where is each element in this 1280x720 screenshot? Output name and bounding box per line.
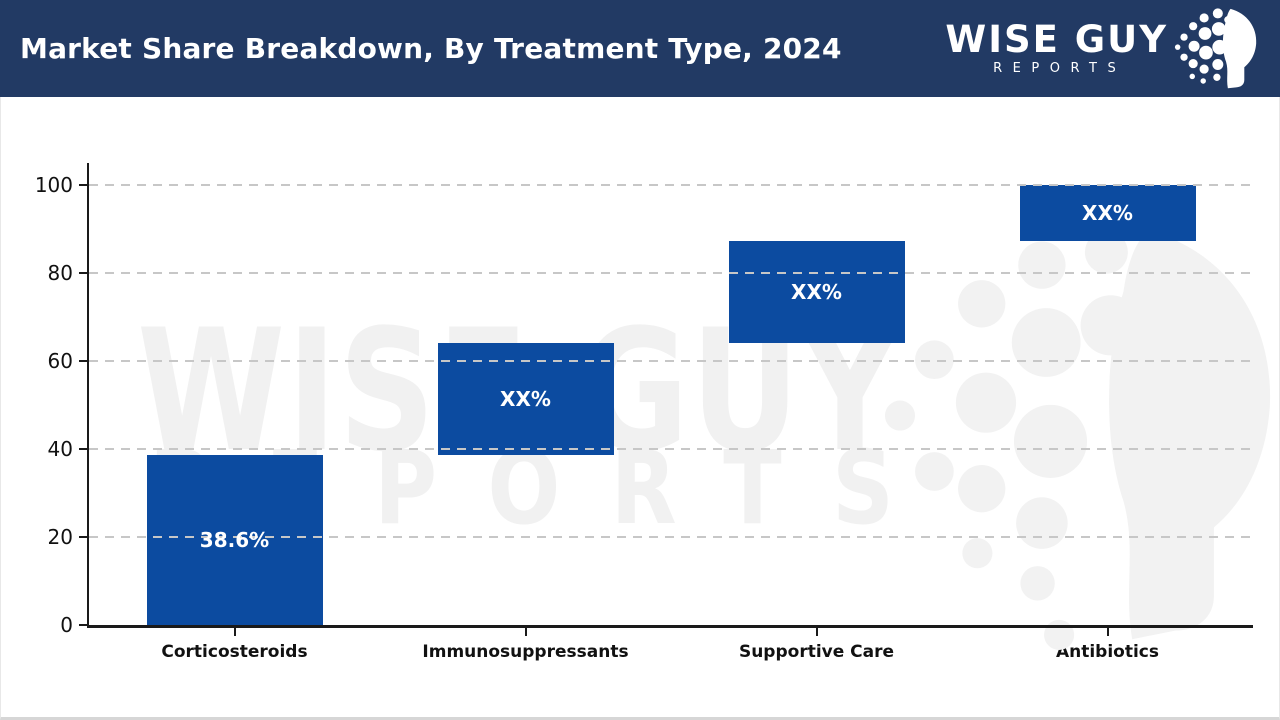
bar-label-corticosteroids: 38.6% [199,528,270,553]
bar-label-supportive-care: XX% [791,279,842,304]
watermark-head-icon [884,230,1271,650]
header-bar: Market Share Breakdown, By Treatment Typ… [0,0,1280,97]
gridline-100 [89,184,1253,186]
logo-head-icon [1174,7,1257,88]
x-tick-corticosteroids [233,628,236,636]
y-tick-label-40: 40 [47,437,73,461]
x-category-label-corticosteroids: Corticosteroids [161,642,308,662]
bar-label-immunosuppressants: XX% [500,387,551,412]
y-tick-label-100: 100 [34,173,73,197]
y-tick-label-60: 60 [47,349,73,373]
bar-corticosteroids [146,455,323,625]
y-tick-80 [79,272,88,274]
y-tick-40 [79,448,88,450]
chart-canvas: WISE GUY REPORTS 0 20 40 60 80 100 38.6% Cortic… [0,97,1280,720]
y-tick-label-0: 0 [60,613,73,637]
y-tick-60 [79,360,88,362]
y-tick-100 [79,184,88,186]
x-tick-supportive-care [815,628,818,636]
wise-guy-logo: WISE GUY REPORTS [945,7,1262,91]
y-axis-line [87,163,89,628]
gridline-40 [89,448,1253,450]
x-axis-line [87,625,1253,628]
gridline-60 [89,360,1253,362]
x-tick-immunosuppressants [524,628,527,636]
bar-label-antibiotics: XX% [1082,200,1133,225]
bar-supportive-care [728,240,905,343]
gridline-20 [89,536,1253,538]
logo-wordmark: WISE GUY [945,18,1168,61]
plot-area: 0 20 40 60 80 100 38.6% Corticosteroids XX% Immun… [1,97,1279,717]
y-tick-label-20: 20 [47,525,73,549]
x-tick-antibiotics [1106,628,1109,636]
logo-subtitle: REPORTS [993,61,1127,76]
y-tick-0 [79,624,88,626]
x-category-label-supportive-care: Supportive Care [738,642,895,662]
page-title: Market Share Breakdown, By Treatment Typ… [20,32,842,65]
x-category-label-immunosuppressants: Immunosuppressants [422,642,629,662]
y-tick-20 [79,536,88,538]
y-tick-label-80: 80 [47,261,73,285]
logo-text: WISE GUY REPORTS [945,21,1168,76]
gridline-80 [89,272,1253,274]
bar-antibiotics [1019,185,1196,241]
x-category-label-antibiotics: Antibiotics [1055,642,1160,662]
